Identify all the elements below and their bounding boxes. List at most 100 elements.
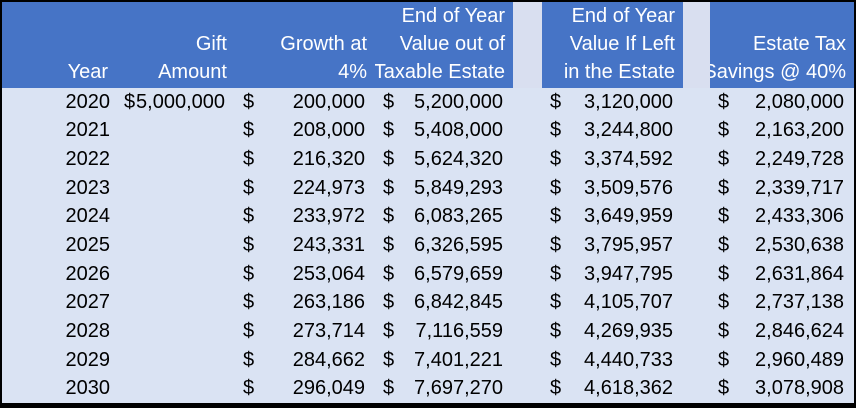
cell-year[interactable]: 2024 xyxy=(2,202,116,232)
cell-growth[interactable]: $243,331 xyxy=(235,231,375,260)
cell-estate-tax-savings[interactable]: $2,080,000 xyxy=(710,88,854,117)
spacer-cell xyxy=(513,202,542,232)
cell-gift-amount[interactable] xyxy=(116,145,235,174)
cell-eoy-value-out-of-estate[interactable]: $5,408,000 xyxy=(375,116,513,146)
cell-value: 2,249,728 xyxy=(755,148,844,171)
cell-eoy-value-if-left-in-estate[interactable]: $3,795,957 xyxy=(542,231,683,260)
cell-growth[interactable]: $263,186 xyxy=(235,288,375,318)
dollar-sign: $ xyxy=(383,377,395,400)
cell-growth[interactable]: $216,320 xyxy=(235,145,375,174)
header-eoy-value-if-left-in-estate[interactable]: End of Year Value If Left in the Estate xyxy=(542,2,683,88)
cell-eoy-value-if-left-in-estate[interactable]: $3,120,000 xyxy=(542,88,683,117)
header-line: Gift xyxy=(195,33,227,55)
header-line: Amount xyxy=(158,61,227,83)
cell-gift-amount[interactable] xyxy=(116,288,235,318)
cell-year[interactable]: 2026 xyxy=(2,259,116,289)
cell-gift-amount[interactable] xyxy=(116,259,235,289)
cell-eoy-value-if-left-in-estate[interactable]: $3,947,795 xyxy=(542,259,683,289)
dollar-sign: $ xyxy=(243,233,255,256)
cell-eoy-value-out-of-estate[interactable]: $5,849,293 xyxy=(375,173,513,203)
header-spacer xyxy=(683,2,710,88)
cell-gift-amount[interactable] xyxy=(116,374,235,403)
cell-eoy-value-if-left-in-estate[interactable]: $3,649,959 xyxy=(542,202,683,232)
spacer-cell xyxy=(683,317,710,346)
cell-value: 2,960,489 xyxy=(755,348,844,371)
cell-growth[interactable]: $200,000 xyxy=(235,88,375,117)
cell-eoy-value-out-of-estate[interactable]: $5,200,000 xyxy=(375,88,513,117)
spacer-cell xyxy=(683,259,710,289)
cell-growth[interactable]: $253,064 xyxy=(235,259,375,289)
cell-growth[interactable]: $296,049 xyxy=(235,374,375,403)
cell-estate-tax-savings[interactable]: $2,433,306 xyxy=(710,202,854,232)
cell-eoy-value-if-left-in-estate[interactable]: $4,105,707 xyxy=(542,288,683,318)
header-gift-amount[interactable]: Gift Amount xyxy=(116,2,235,88)
spacer-cell xyxy=(513,173,542,203)
cell-gift-amount[interactable] xyxy=(116,345,235,375)
dollar-sign: $ xyxy=(718,291,730,314)
cell-eoy-value-out-of-estate[interactable]: $5,624,320 xyxy=(375,145,513,174)
header-year[interactable]: Year xyxy=(2,2,116,88)
dollar-sign: $ xyxy=(383,176,395,199)
cell-value: 208,000 xyxy=(292,119,365,142)
cell-eoy-value-if-left-in-estate[interactable]: $3,244,800 xyxy=(542,116,683,146)
header-eoy-value-out-of-estate[interactable]: End of Year Value out of Taxable Estate xyxy=(375,2,513,88)
dollar-sign: $ xyxy=(718,262,730,285)
cell-year[interactable]: 2020 xyxy=(2,88,116,117)
cell-eoy-value-out-of-estate[interactable]: $7,116,559 xyxy=(375,317,513,346)
cell-gift-amount[interactable] xyxy=(116,173,235,203)
cell-estate-tax-savings[interactable]: $2,631,864 xyxy=(710,259,854,289)
header-line: Growth at xyxy=(280,33,367,55)
cell-eoy-value-out-of-estate[interactable]: $6,579,659 xyxy=(375,259,513,289)
cell-growth[interactable]: $208,000 xyxy=(235,116,375,146)
cell-eoy-value-out-of-estate[interactable]: $6,083,265 xyxy=(375,202,513,232)
cell-eoy-value-if-left-in-estate[interactable]: $4,440,733 xyxy=(542,345,683,375)
header-estate-tax-savings[interactable]: Estate Tax Savings @ 40% xyxy=(710,2,854,88)
cell-estate-tax-savings[interactable]: $2,339,717 xyxy=(710,173,854,203)
cell-year[interactable]: 2030 xyxy=(2,374,116,403)
cell-year[interactable]: 2029 xyxy=(2,345,116,375)
spacer-cell xyxy=(683,88,710,117)
cell-value: 200,000 xyxy=(292,90,365,113)
cell-growth[interactable]: $284,662 xyxy=(235,345,375,375)
cell-year[interactable]: 2027 xyxy=(2,288,116,318)
cell-eoy-value-if-left-in-estate[interactable]: $3,509,576 xyxy=(542,173,683,203)
dollar-sign: $ xyxy=(550,205,562,228)
header-line: Savings @ 40% xyxy=(710,61,846,83)
cell-value: 3,509,576 xyxy=(584,176,673,199)
cell-estate-tax-savings[interactable]: $2,960,489 xyxy=(710,345,854,375)
cell-estate-tax-savings[interactable]: $2,530,638 xyxy=(710,231,854,260)
cell-estate-tax-savings[interactable]: $3,078,908 xyxy=(710,374,854,403)
cell-gift-amount[interactable]: $5,000,000 xyxy=(116,88,235,117)
cell-year[interactable]: 2022 xyxy=(2,145,116,174)
cell-year[interactable]: 2025 xyxy=(2,231,116,260)
dollar-sign: $ xyxy=(718,119,730,142)
cell-estate-tax-savings[interactable]: $2,163,200 xyxy=(710,116,854,146)
header-line: in the Estate xyxy=(563,61,675,83)
cell-growth[interactable]: $273,714 xyxy=(235,317,375,346)
cell-eoy-value-if-left-in-estate[interactable]: $3,374,592 xyxy=(542,145,683,174)
cell-eoy-value-if-left-in-estate[interactable]: $4,618,362 xyxy=(542,374,683,403)
cell-gift-amount[interactable] xyxy=(116,317,235,346)
cell-growth[interactable]: $224,973 xyxy=(235,173,375,203)
cell-value: 7,401,221 xyxy=(414,348,503,371)
cell-estate-tax-savings[interactable]: $2,249,728 xyxy=(710,145,854,174)
cell-gift-amount[interactable] xyxy=(116,231,235,260)
cell-estate-tax-savings[interactable]: $2,846,624 xyxy=(710,317,854,346)
cell-eoy-value-out-of-estate[interactable]: $6,842,845 xyxy=(375,288,513,318)
cell-gift-amount[interactable] xyxy=(116,116,235,146)
cell-growth[interactable]: $233,972 xyxy=(235,202,375,232)
cell-eoy-value-out-of-estate[interactable]: $7,697,270 xyxy=(375,374,513,403)
cell-year[interactable]: 2023 xyxy=(2,173,116,203)
cell-eoy-value-out-of-estate[interactable]: $7,401,221 xyxy=(375,345,513,375)
header-growth-at-4pct[interactable]: Growth at 4% xyxy=(235,2,375,88)
cell-estate-tax-savings[interactable]: $2,737,138 xyxy=(710,288,854,318)
cell-year[interactable]: 2028 xyxy=(2,317,116,346)
cell-eoy-value-out-of-estate[interactable]: $6,326,595 xyxy=(375,231,513,260)
cell-year[interactable]: 2021 xyxy=(2,116,116,146)
spacer-cell xyxy=(683,231,710,260)
cell-eoy-value-if-left-in-estate[interactable]: $4,269,935 xyxy=(542,317,683,346)
cell-value: 273,714 xyxy=(292,319,365,342)
cell-gift-amount[interactable] xyxy=(116,202,235,232)
cell-value: 2,433,306 xyxy=(755,205,844,228)
header-line: 4% xyxy=(338,61,367,83)
